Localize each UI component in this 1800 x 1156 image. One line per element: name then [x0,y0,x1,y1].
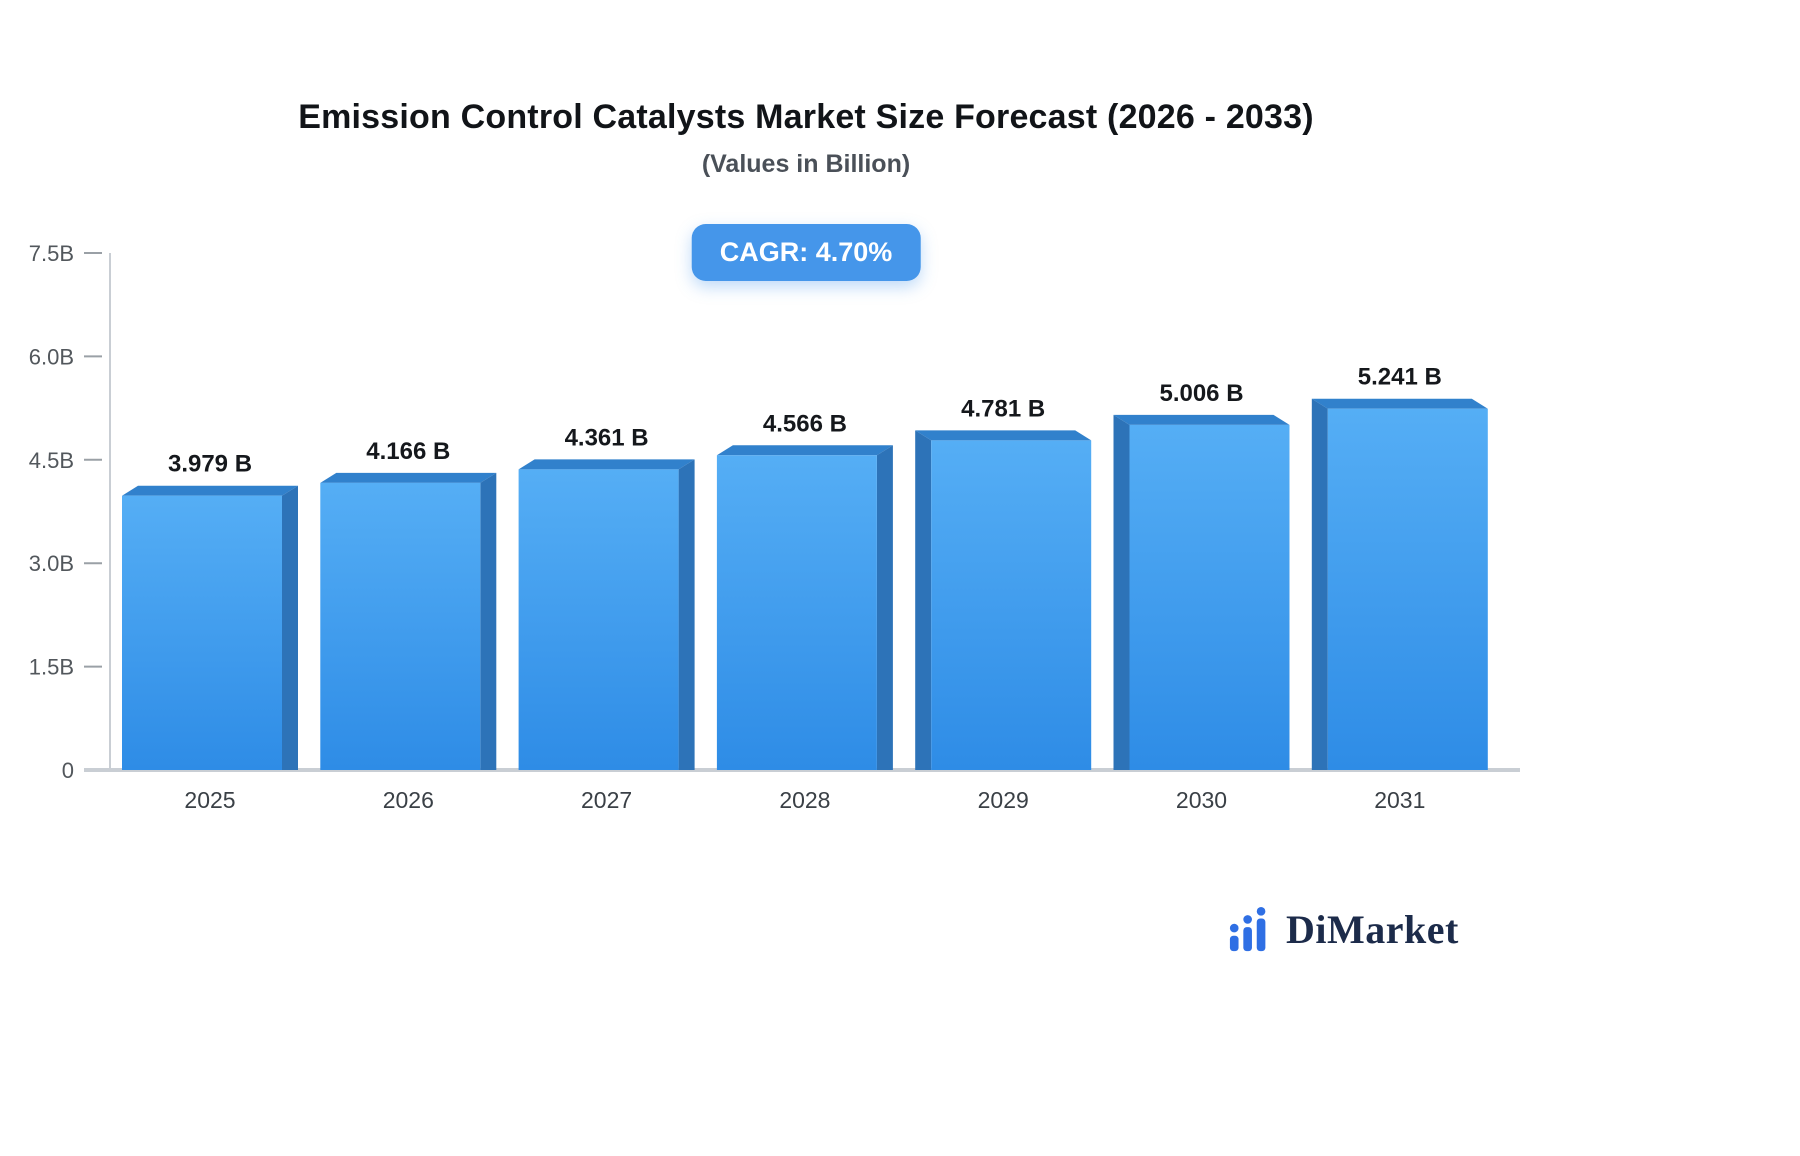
bar-side-face [1113,414,1130,770]
bar-value-label-2030: 5.006 B [1159,380,1243,407]
bar-value-label-2028: 4.566 B [763,410,847,437]
bar-group-2026 [320,472,497,770]
x-axis-label-2030: 2030 [1176,787,1227,813]
x-axis-label-2028: 2028 [779,787,830,813]
bar-side-face [876,445,893,770]
bar-side-face [480,472,497,770]
chart-title: Emission Control Catalysts Market Size F… [298,98,1314,136]
bar-side-face [915,430,932,770]
bar-chart-icon [1229,906,1266,951]
bar-group-2025 [122,485,298,770]
bar-2026[interactable] [320,482,481,770]
bar-value-label-2027: 4.361 B [565,424,649,451]
chart-subtitle: (Values in Billion) [701,150,911,178]
y-tick-label: 4.5B [29,448,74,473]
bar-top-face [518,459,695,470]
bar-2027[interactable] [518,469,679,770]
x-axis-label-2027: 2027 [581,787,632,813]
bar-value-label-2031: 5.241 B [1358,364,1442,391]
y-tick-label: 7.5B [29,241,74,266]
x-axis-label-2029: 2029 [978,787,1029,813]
y-tick-label: 0 [62,758,74,783]
bar-group-2030 [1113,414,1290,770]
cagr-badge: CAGR: 4.70% [691,224,921,281]
dimarket-logo: DiMarket [1228,906,1459,953]
bar-top-face [122,485,298,496]
bar-value-label-2029: 4.781 B [961,395,1045,422]
y-tick-label: 6.0B [29,344,74,369]
bar-2030[interactable] [1129,424,1290,770]
bar-top-face [1113,414,1290,425]
bar-group-2031 [1311,398,1488,770]
bar-2029[interactable] [931,440,1092,770]
bar-top-face [915,430,1092,441]
x-axis-label-2031: 2031 [1374,787,1425,813]
bar-value-label-2025: 3.979 B [168,451,252,478]
bar-top-face [716,445,893,456]
bar-value-label-2026: 4.166 B [366,438,450,465]
x-axis-label-2025: 2025 [184,787,235,813]
bar-side-face [678,459,695,770]
bar-chart: 0 1.5B 3.0B 4.5B 6.0B 7.5B 3.979 B 2025 4.166 B 2… [29,241,1520,813]
y-tick-label: 1.5B [29,655,74,680]
bar-top-face [320,472,497,483]
bar-top-face [1311,398,1488,409]
bar-2031[interactable] [1327,408,1488,770]
bar-side-face [1311,398,1328,770]
logo-text: DiMarket [1286,907,1459,952]
bar-group-2029 [915,430,1092,770]
x-axis-label-2026: 2026 [383,787,434,813]
bar-2025[interactable] [122,495,282,770]
y-tick-label: 3.0B [29,551,74,576]
bar-side-face [282,485,298,770]
bar-2028[interactable] [716,455,877,770]
bar-group-2027 [518,459,695,770]
bar-group-2028 [716,445,893,770]
